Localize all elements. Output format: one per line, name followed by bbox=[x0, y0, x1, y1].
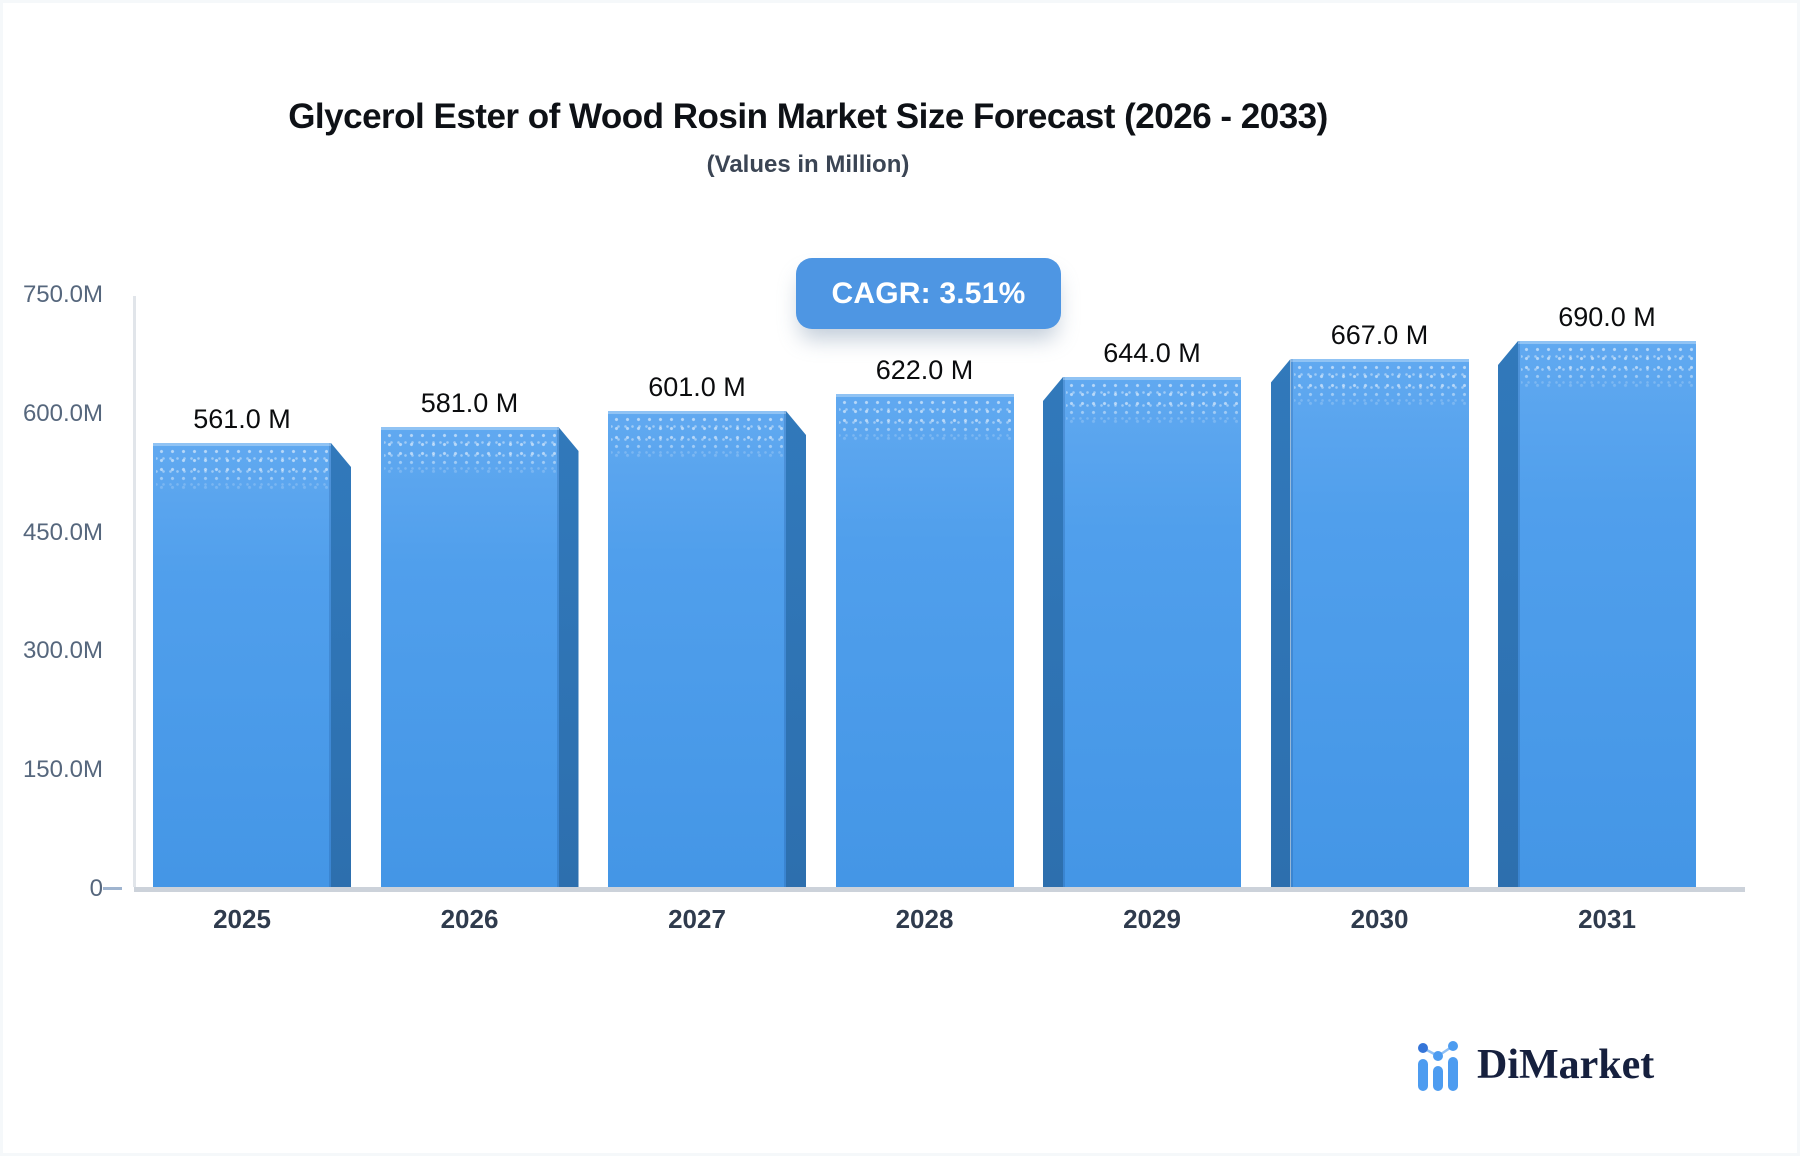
bar-value-label: 667.0 M bbox=[1330, 320, 1429, 350]
y-axis-tick-label: 150.0M bbox=[22, 756, 103, 784]
x-axis-label: 2031 bbox=[1578, 904, 1636, 934]
bar-value-label: 581.0 M bbox=[420, 388, 519, 418]
bar-face bbox=[1290, 359, 1469, 887]
x-axis-label: 2030 bbox=[1350, 904, 1409, 934]
bar-value-label: 561.0 M bbox=[193, 404, 291, 434]
plot-area: 750.0M 600.0M 450.0M 300.0M 150.0M 0 561.0 M 5… bbox=[3, 3, 1797, 1153]
x-axis-label: 2027 bbox=[668, 904, 726, 934]
y-axis-line bbox=[133, 296, 136, 887]
y-axis-tick-label: 750.0M bbox=[22, 281, 103, 308]
x-axis-label: 2026 bbox=[440, 904, 499, 934]
bar-value-label: 622.0 M bbox=[875, 355, 974, 385]
logo-icon bbox=[1418, 1041, 1458, 1091]
bar-side-face bbox=[1043, 377, 1063, 887]
bar-face bbox=[835, 394, 1014, 887]
bar-texture bbox=[383, 431, 556, 479]
zero-tick-mark bbox=[103, 887, 122, 890]
bar-value-label: 690.0 M bbox=[1558, 302, 1656, 332]
y-axis-tick-label: 600.0M bbox=[22, 399, 103, 427]
x-axis-label: 2028 bbox=[895, 904, 954, 934]
bar-texture bbox=[156, 447, 328, 495]
y-axis-tick-label: 450.0M bbox=[22, 518, 103, 546]
bar-face bbox=[608, 411, 786, 887]
cagr-badge: CAGR: 3.51% bbox=[796, 258, 1061, 329]
bar-texture bbox=[611, 415, 783, 463]
bar-side-face bbox=[786, 411, 806, 887]
bar-face bbox=[380, 427, 559, 887]
brand-logo: DiMarket bbox=[1417, 1039, 1654, 1091]
bar-side-face bbox=[331, 443, 351, 887]
chart-subtitle: (Values in Million) bbox=[706, 151, 910, 178]
bar-side-face bbox=[558, 427, 579, 887]
bar-side-face bbox=[1270, 359, 1291, 887]
bar-value-label: 601.0 M bbox=[648, 372, 746, 402]
bar-side-face bbox=[1498, 341, 1518, 887]
bar-value-label: 644.0 M bbox=[1103, 338, 1201, 368]
y-axis-tick-label: 0 bbox=[89, 875, 103, 902]
x-axis-baseline bbox=[134, 887, 1745, 892]
bar-texture bbox=[838, 398, 1011, 446]
bar-face bbox=[1518, 341, 1696, 887]
x-axis-label: 2025 bbox=[213, 904, 271, 934]
bar-face bbox=[1063, 377, 1241, 887]
x-axis-label: 2029 bbox=[1123, 904, 1181, 934]
bar-texture bbox=[1293, 363, 1466, 411]
y-axis-tick-label: 300.0M bbox=[22, 637, 103, 665]
bar-face bbox=[153, 443, 331, 887]
bar-texture bbox=[1521, 345, 1693, 393]
cagr-badge-label: CAGR: 3.51% bbox=[831, 276, 1026, 310]
logo-text: DiMarket bbox=[1477, 1042, 1655, 1088]
chart-title: Glycerol Ester of Wood Rosin Market Size… bbox=[288, 97, 1328, 136]
bar-texture bbox=[1066, 381, 1238, 429]
